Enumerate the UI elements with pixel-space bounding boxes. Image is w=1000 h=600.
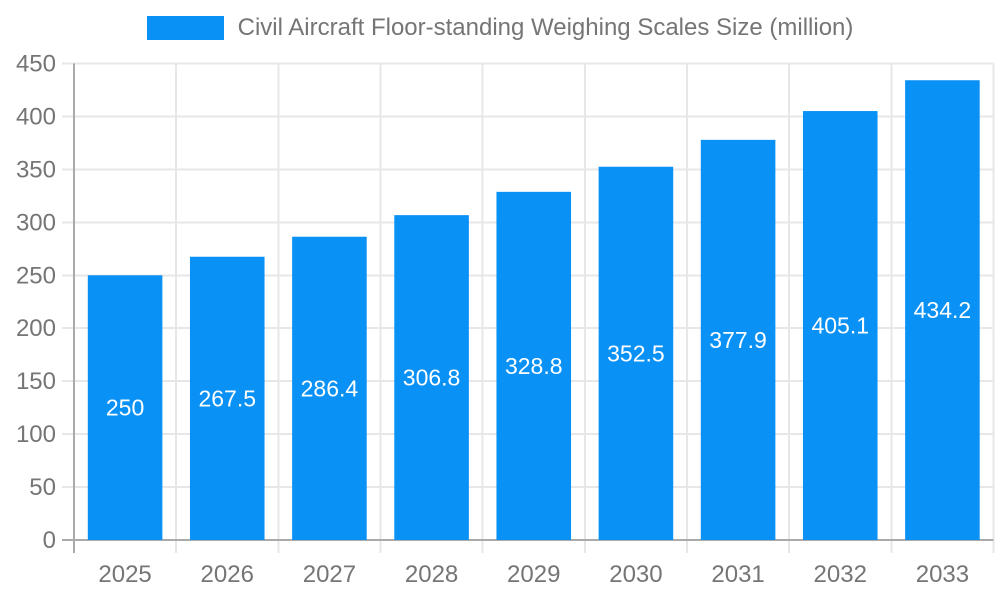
x-tick-label: 2030: [609, 561, 662, 588]
x-tick-label: 2033: [916, 561, 969, 588]
y-tick-label: 350: [16, 156, 56, 183]
legend-swatch[interactable]: [146, 16, 224, 40]
x-tick-label: 2027: [303, 561, 356, 588]
bar-value-label: 328.8: [505, 353, 563, 379]
x-tick-label: 2032: [814, 561, 867, 588]
y-tick-label: 100: [16, 421, 56, 448]
bar-value-label: 352.5: [607, 340, 665, 366]
bar[interactable]: [189, 256, 265, 540]
bar[interactable]: [905, 80, 980, 541]
bar-value-label: 267.5: [198, 385, 256, 411]
bar-value-label: 286.4: [301, 375, 359, 401]
y-tick-label: 250: [16, 262, 56, 289]
x-tick-label: 2029: [507, 561, 560, 588]
bar[interactable]: [802, 111, 878, 540]
x-tick-label: 2025: [98, 561, 151, 588]
y-tick-label: 150: [16, 368, 56, 395]
chart-legend[interactable]: Civil Aircraft Floor-standing Weighing S…: [0, 14, 1000, 42]
legend-label[interactable]: Civil Aircraft Floor-standing Weighing S…: [237, 14, 854, 41]
y-tick-label: 400: [16, 103, 56, 130]
bar-value-label: 377.9: [709, 327, 767, 353]
bar[interactable]: [292, 236, 367, 540]
bar-value-label: 306.8: [403, 365, 461, 391]
bar-value-label: 250: [106, 395, 144, 421]
y-tick-label: 300: [16, 209, 56, 236]
y-tick-label: 200: [16, 315, 56, 342]
y-tick-label: 450: [16, 51, 56, 78]
bar-value-label: 434.2: [914, 297, 972, 323]
x-tick-label: 2028: [405, 561, 458, 588]
bar[interactable]: [394, 215, 469, 541]
bar[interactable]: [598, 166, 674, 540]
y-tick-label: 50: [29, 474, 56, 501]
bar-value-label: 405.1: [811, 313, 869, 339]
x-tick-label: 2026: [201, 561, 254, 588]
y-tick-label: 0: [43, 527, 56, 554]
bar[interactable]: [700, 139, 776, 540]
x-tick-label: 2031: [711, 561, 764, 588]
bar[interactable]: [87, 275, 163, 540]
bar[interactable]: [496, 191, 572, 540]
